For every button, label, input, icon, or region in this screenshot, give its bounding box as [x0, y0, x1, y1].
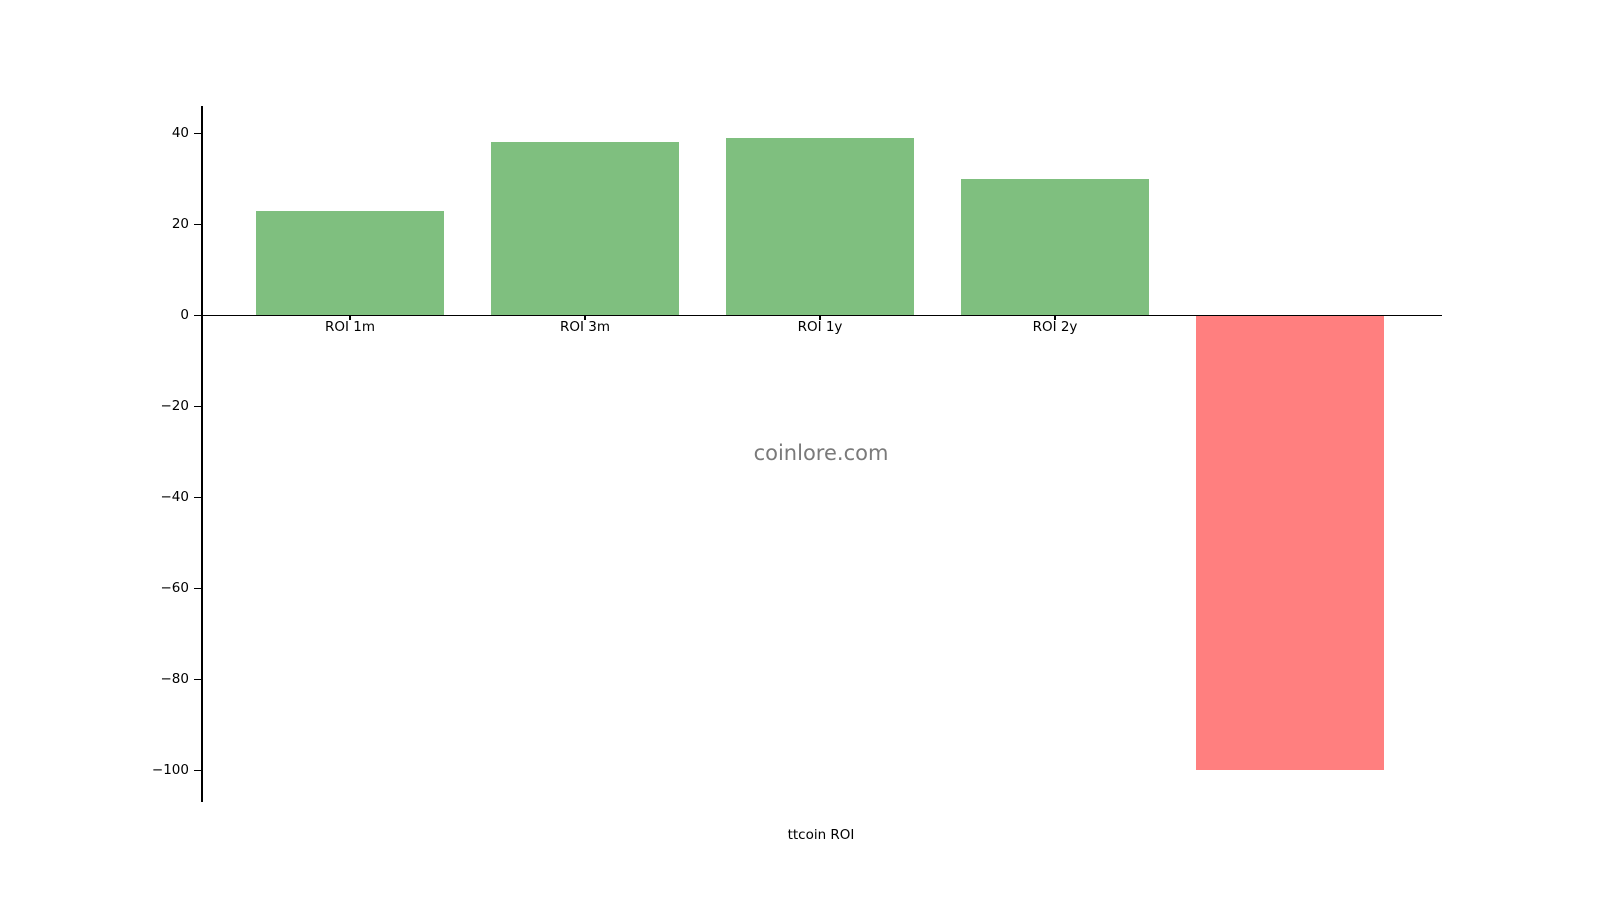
y-axis-tick — [194, 496, 201, 498]
y-axis-tick — [194, 405, 201, 407]
x-tick-label-roi-2y: ROI 2y — [1032, 319, 1078, 335]
x-axis-line — [201, 314, 1442, 316]
y-axis-tick — [194, 314, 201, 316]
y-tick-label: 40 — [171, 125, 189, 142]
y-axis-tick — [194, 223, 201, 225]
bar-roi-2y — [961, 178, 1149, 316]
bar-roi-1y — [726, 137, 914, 316]
y-tick-label: −40 — [160, 489, 190, 506]
x-tick-label-roi-1y: ROI 1y — [797, 319, 843, 335]
x-axis-tick — [1054, 315, 1056, 321]
y-tick-label: −60 — [160, 580, 190, 597]
y-axis-tick — [194, 678, 201, 680]
y-tick-label: 20 — [171, 216, 189, 233]
bar-roi-1m — [256, 210, 444, 316]
x-tick-label-roi-3m: ROI 3m — [559, 319, 611, 335]
y-tick-label: −100 — [151, 762, 189, 779]
y-axis-tick — [194, 587, 201, 589]
x-axis-title: ttcoin ROI — [787, 827, 855, 843]
watermark: coinlore.com — [753, 441, 889, 465]
y-axis-tick — [194, 132, 201, 134]
x-axis-tick — [584, 315, 586, 321]
x-axis-tick — [819, 315, 821, 321]
y-axis-line — [201, 106, 203, 802]
bar-roi-3m — [491, 142, 679, 316]
y-axis-tick — [194, 769, 201, 771]
x-axis-tick — [349, 315, 351, 321]
y-tick-label: −80 — [160, 671, 190, 688]
y-tick-label: −20 — [160, 398, 190, 415]
x-tick-label-roi-1m: ROI 1m — [324, 319, 376, 335]
y-tick-label: 0 — [180, 307, 189, 324]
bar-unlabeled — [1196, 315, 1384, 771]
